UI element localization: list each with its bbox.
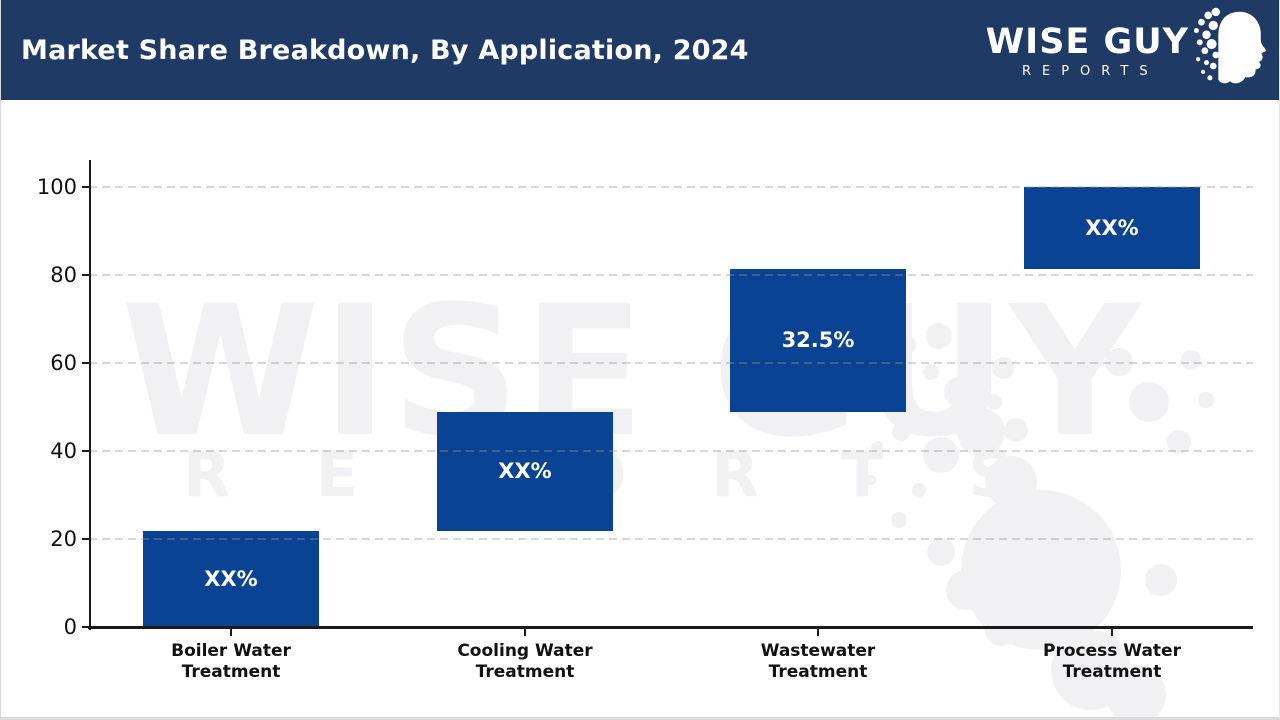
gridline <box>89 362 1253 364</box>
y-axis-tick-label: 100 <box>36 175 77 199</box>
y-axis-tick-label: 0 <box>63 615 77 639</box>
y-axis-tick-mark <box>82 538 89 540</box>
gridline <box>89 186 1253 188</box>
category-label-line2: Treatment <box>181 662 281 682</box>
category-label-line2: Treatment <box>1062 662 1162 682</box>
gridline <box>89 538 1253 540</box>
logo-wordmark: WISE GUY <box>985 22 1189 62</box>
category-label-line1: Boiler Water <box>171 641 291 661</box>
x-axis-category-label: Wastewater Treatment <box>708 641 928 683</box>
y-axis-tick-label: 20 <box>50 527 77 551</box>
category-label-line1: Cooling Water <box>457 641 593 661</box>
x-axis-tick-mark <box>230 629 232 636</box>
bar-value-label: XX% <box>204 567 258 592</box>
bar-segment <box>730 268 906 412</box>
bar-value-label: 32.5% <box>781 328 855 353</box>
header-banner: Market Share Breakdown, By Application, … <box>1 0 1279 100</box>
chart-plot-area: WISE GUY REPORTS 0 20 40 60 80 100 XX% Boiler W… <box>1 100 1279 717</box>
watermark-head-dots <box>866 323 1214 717</box>
bar-value-label: XX% <box>1085 215 1139 240</box>
y-axis-tick-mark <box>82 362 89 364</box>
x-axis-tick-mark <box>1111 629 1113 636</box>
bar-segment <box>143 531 319 627</box>
y-axis-tick-label: 40 <box>50 439 77 463</box>
x-axis-category-label: Process Water Treatment <box>1002 641 1222 683</box>
bar-segment <box>437 411 613 532</box>
bar-value-label: XX% <box>498 459 552 484</box>
category-label-line2: Treatment <box>475 662 575 682</box>
x-axis-category-label: Cooling Water Treatment <box>415 641 635 683</box>
x-axis-line <box>88 626 1253 629</box>
head-profile-dots-icon <box>1193 7 1267 84</box>
y-axis-tick-label: 80 <box>50 263 77 287</box>
x-axis-category-label: Boiler Water Treatment <box>121 641 341 683</box>
category-label-line1: Wastewater <box>760 641 876 661</box>
y-axis-tick-mark <box>82 186 89 188</box>
wise-guy-reports-logo: WISE GUY REPORTS <box>986 4 1269 90</box>
gridline <box>89 450 1253 452</box>
y-axis-tick-mark <box>82 274 89 276</box>
x-axis-tick-mark <box>524 629 526 636</box>
y-axis-tick-mark <box>82 450 89 452</box>
category-label-line2: Treatment <box>768 662 868 682</box>
y-axis-tick-label: 60 <box>50 351 77 375</box>
logo-text: WISE GUY REPORTS <box>985 22 1189 80</box>
logo-subtext: REPORTS <box>1021 64 1159 79</box>
y-axis-line <box>89 160 91 630</box>
x-axis-tick-mark <box>817 629 819 636</box>
y-axis-tick-mark <box>82 626 89 628</box>
bar-segment <box>1024 187 1200 269</box>
page-title: Market Share Breakdown, By Application, … <box>21 34 749 66</box>
gridline <box>89 274 1253 276</box>
category-label-line1: Process Water <box>1043 641 1181 661</box>
